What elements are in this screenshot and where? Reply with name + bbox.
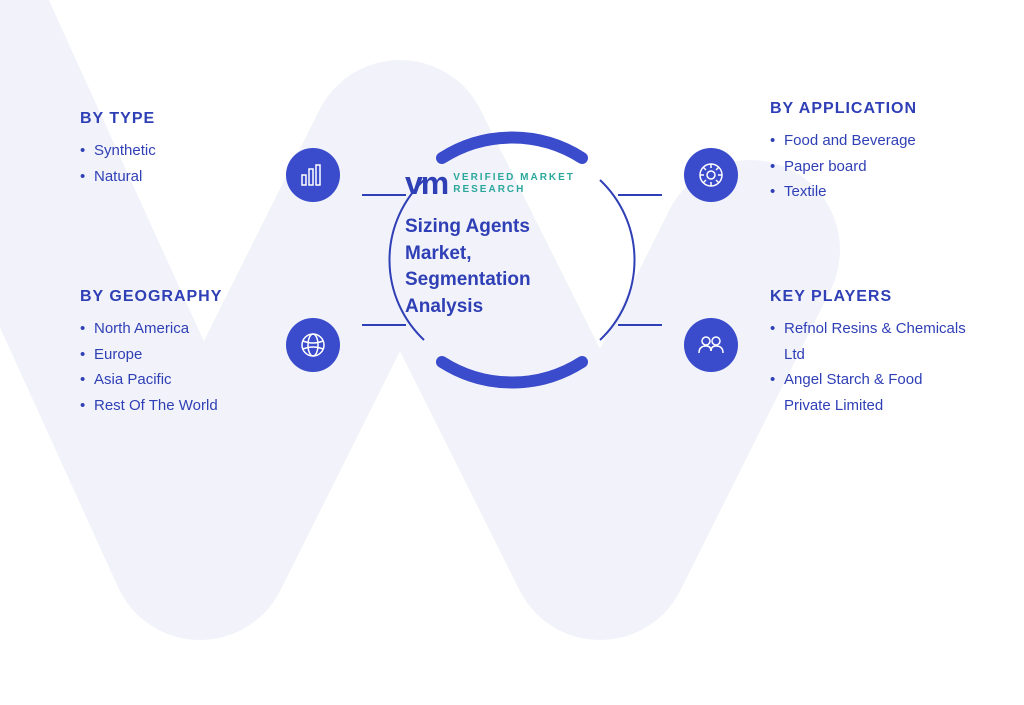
list-item: Textile bbox=[770, 179, 970, 205]
list-item: Synthetic bbox=[80, 138, 280, 164]
list-item: North America bbox=[80, 316, 280, 342]
logo-label: VERIFIED MARKET RESEARCH bbox=[453, 172, 625, 196]
list-item: Europe bbox=[80, 342, 280, 368]
section-geography: BY GEOGRAPHY North AmericaEuropeAsia Pac… bbox=[80, 288, 280, 418]
section-application: BY APPLICATION Food and BeveragePaper bo… bbox=[770, 100, 970, 205]
list-item: Asia Pacific bbox=[80, 367, 280, 393]
center-title: Sizing Agents Market, Segmentation Analy… bbox=[405, 214, 575, 320]
list-item: Food and Beverage bbox=[770, 128, 970, 154]
list-item: Rest Of The World bbox=[80, 393, 280, 419]
gear-icon bbox=[684, 148, 738, 202]
bar-chart-icon bbox=[286, 148, 340, 202]
list-item: Refnol Resins & Chemicals Ltd bbox=[770, 316, 970, 367]
section-list: Food and BeveragePaper boardTextile bbox=[770, 128, 970, 205]
logo: vm VERIFIED MARKET RESEARCH bbox=[405, 165, 625, 202]
section-title: KEY PLAYERS bbox=[770, 288, 970, 306]
list-item: Natural bbox=[80, 164, 280, 190]
section-list: North AmericaEuropeAsia PacificRest Of T… bbox=[80, 316, 280, 418]
list-item: Angel Starch & Food Private Limited bbox=[770, 367, 970, 418]
diagram-container: vm VERIFIED MARKET RESEARCH Sizing Agent… bbox=[0, 0, 1024, 576]
section-title: BY APPLICATION bbox=[770, 100, 970, 118]
globe-icon bbox=[286, 318, 340, 372]
section-list: SyntheticNatural bbox=[80, 138, 280, 189]
logo-mark: vm bbox=[405, 165, 447, 202]
users-icon bbox=[684, 318, 738, 372]
section-key-players: KEY PLAYERS Refnol Resins & Chemicals Lt… bbox=[770, 288, 970, 418]
section-title: BY TYPE bbox=[80, 110, 280, 128]
list-item: Paper board bbox=[770, 154, 970, 180]
section-list: Refnol Resins & Chemicals LtdAngel Starc… bbox=[770, 316, 970, 418]
section-type: BY TYPE SyntheticNatural bbox=[80, 110, 280, 189]
center-content: vm VERIFIED MARKET RESEARCH Sizing Agent… bbox=[405, 165, 625, 320]
section-title: BY GEOGRAPHY bbox=[80, 288, 280, 306]
